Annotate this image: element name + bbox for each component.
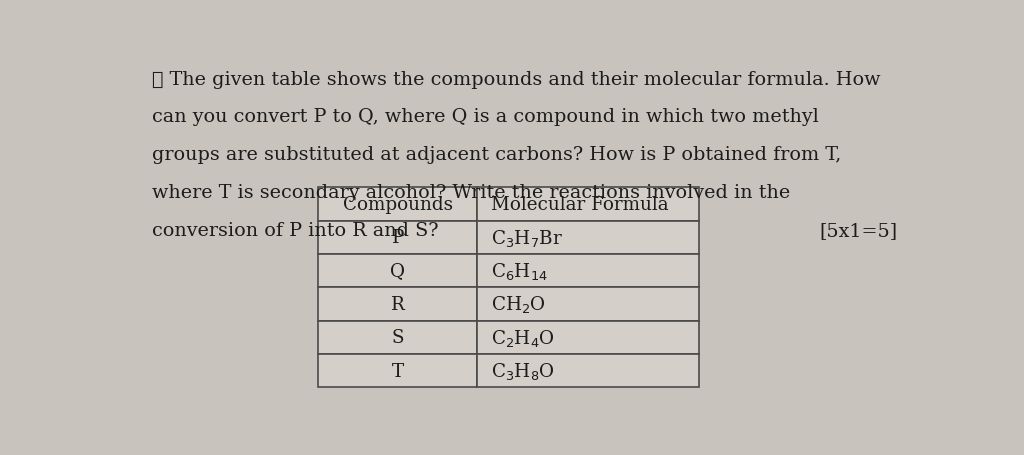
Bar: [318, 354, 477, 388]
Bar: [477, 188, 699, 221]
Bar: [477, 254, 699, 288]
Text: R: R: [391, 295, 404, 313]
Text: T: T: [392, 362, 403, 380]
Text: C$_2$H$_4$O: C$_2$H$_4$O: [492, 327, 555, 348]
Text: [5x1=5]: [5x1=5]: [819, 222, 898, 240]
Text: Q: Q: [390, 262, 406, 280]
Bar: [318, 321, 477, 354]
Bar: [477, 288, 699, 321]
Text: where T is secondary alcohol? Write the reactions involved in the: where T is secondary alcohol? Write the …: [152, 184, 791, 202]
Text: Molecular Formula: Molecular Formula: [492, 195, 669, 213]
Bar: [477, 354, 699, 388]
Text: CH$_2$O: CH$_2$O: [492, 294, 547, 315]
Text: ✘ The given table shows the compounds and their molecular formula. How: ✘ The given table shows the compounds an…: [152, 71, 881, 88]
Bar: [477, 321, 699, 354]
Text: groups are substituted at adjacent carbons? How is P obtained from T,: groups are substituted at adjacent carbo…: [152, 146, 841, 164]
Text: C$_6$H$_{14}$: C$_6$H$_{14}$: [492, 260, 548, 282]
Text: conversion of P into R and S?: conversion of P into R and S?: [152, 222, 438, 240]
Text: C$_3$H$_7$Br: C$_3$H$_7$Br: [492, 227, 563, 248]
Text: C$_3$H$_8$O: C$_3$H$_8$O: [492, 360, 555, 381]
Bar: [318, 221, 477, 254]
Text: Compounds: Compounds: [343, 195, 453, 213]
Text: S: S: [391, 329, 404, 347]
Bar: [318, 288, 477, 321]
Text: P: P: [391, 229, 404, 247]
Bar: [318, 188, 477, 221]
Bar: [318, 254, 477, 288]
Bar: [477, 221, 699, 254]
Text: can you convert P to Q, where Q is a compound in which two methyl: can you convert P to Q, where Q is a com…: [152, 108, 818, 126]
